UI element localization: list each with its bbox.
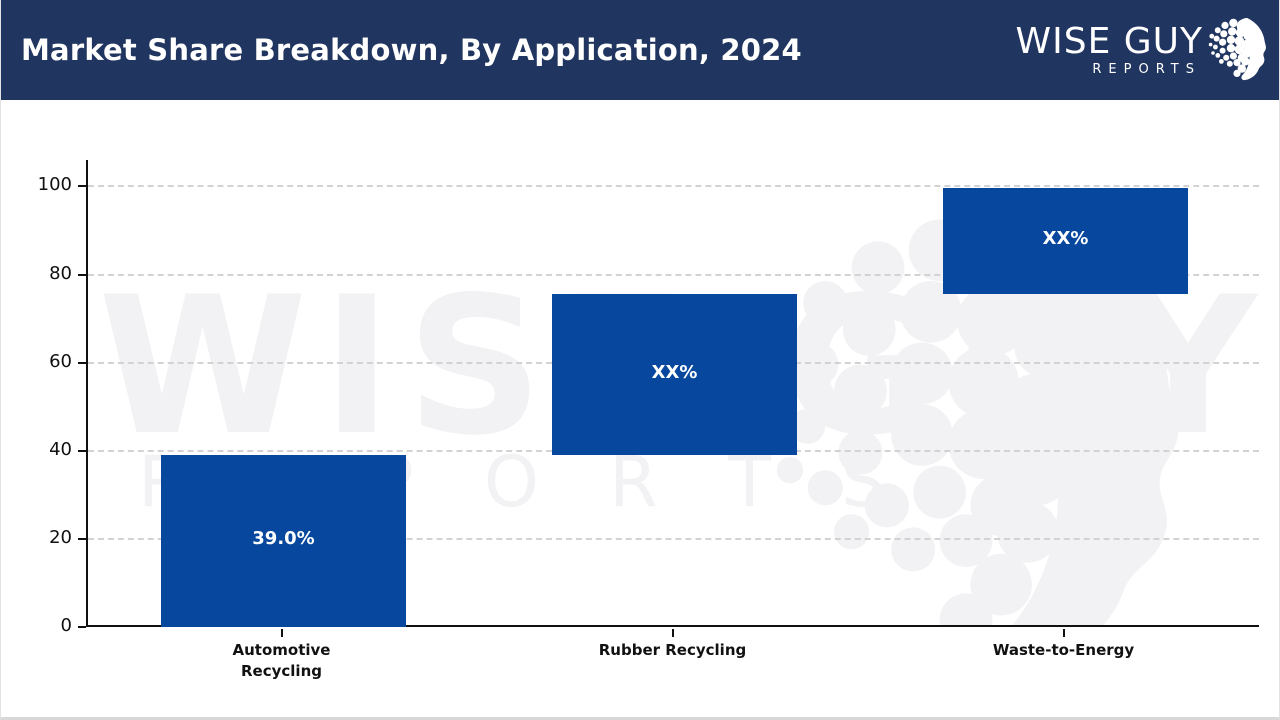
x-category-label: Waste-to-Energy (992, 641, 1135, 659)
bar-value-label: 39.0% (252, 528, 315, 550)
waterfall-bar (552, 293, 797, 456)
chart-title: Market Share Breakdown, By Application, … (21, 33, 802, 67)
bar-value-label: XX% (651, 361, 698, 383)
y-gridline (88, 273, 1259, 276)
x-tick-mark (280, 629, 283, 637)
x-category-label: Rubber Recycling (598, 641, 747, 659)
y-tick-label: 80 (49, 262, 72, 284)
plot-area: 39.0% XX% XX% (86, 160, 1259, 627)
y-tick-mark (78, 537, 86, 540)
bar-value-label: XX% (1042, 228, 1089, 250)
y-tick-label: 100 (37, 174, 72, 196)
waterfall-bar (943, 188, 1188, 294)
logo-head-icon (1208, 18, 1266, 81)
logo-text: WISE GUY REPORTS (1015, 20, 1204, 77)
y-tick-mark (78, 626, 86, 628)
header-banner: Market Share Breakdown, By Application, … (1, 0, 1279, 100)
y-tick-mark (78, 449, 86, 452)
wiseguy-logo: WISE GUY REPORTS (1016, 14, 1268, 86)
x-tick-mark (1062, 629, 1065, 637)
y-tick-mark (78, 361, 86, 364)
logo-subtext: REPORTS (1092, 61, 1201, 77)
x-category-label: Automotive Recycling (232, 641, 331, 680)
y-gridline (88, 185, 1259, 188)
logo-wordmark: WISE GUY (1015, 20, 1203, 62)
y-tick-label: 40 (49, 438, 72, 460)
x-tick-mark (671, 629, 674, 637)
y-tick-mark (78, 273, 86, 276)
y-tick-label: 60 (49, 350, 72, 372)
waterfall-bar (161, 455, 406, 627)
y-tick-label: 20 (49, 526, 72, 548)
y-tick-mark (78, 185, 86, 188)
y-tick-label: 0 (60, 615, 72, 636)
y-gridline (88, 537, 1259, 540)
